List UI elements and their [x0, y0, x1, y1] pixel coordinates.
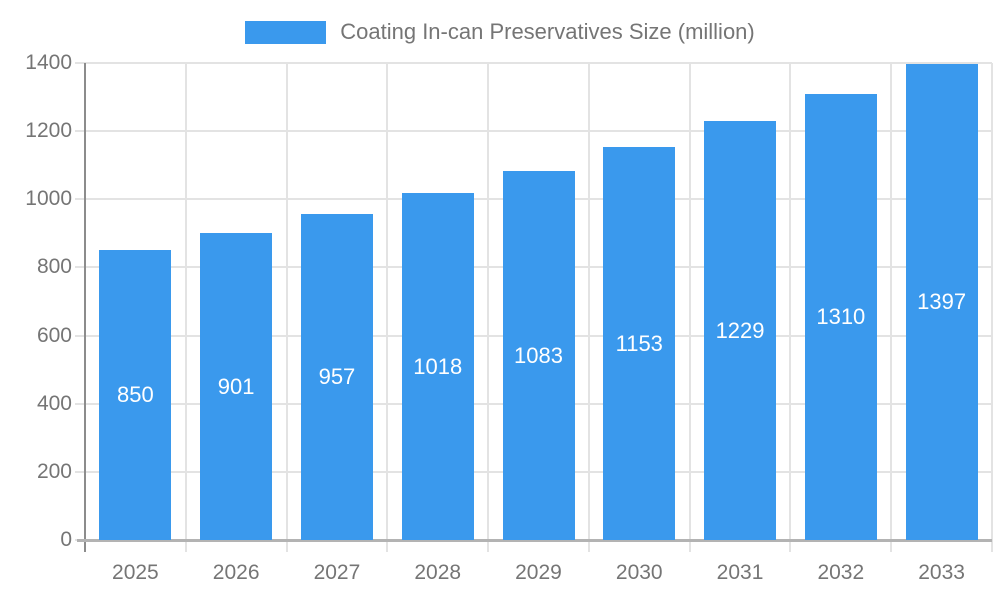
bar-2028[interactable]	[401, 193, 474, 540]
bar-value-label: 1229	[715, 317, 765, 343]
y-axis-tick-label: 400	[36, 391, 72, 415]
gridline-vertical	[285, 63, 288, 540]
y-axis-tick	[75, 198, 85, 201]
legend[interactable]: Coating In-can Preservatives Size (milli…	[0, 14, 1000, 50]
x-axis-tick	[184, 540, 187, 552]
x-axis-tick	[587, 540, 590, 552]
bar-2030[interactable]	[603, 147, 676, 540]
x-axis-line	[77, 539, 992, 542]
x-axis-tick-label: 2027	[313, 561, 361, 584]
y-axis-tick-label: 800	[36, 255, 72, 279]
y-axis-tick-label: 600	[36, 323, 72, 347]
x-axis-tick	[386, 540, 389, 552]
x-axis-tick	[789, 540, 792, 552]
y-axis-tick	[75, 334, 85, 337]
x-axis-tick-label: 2032	[817, 561, 865, 584]
x-axis-tick	[285, 540, 288, 552]
y-axis-tick-label: 1200	[25, 119, 72, 143]
bar-2025[interactable]	[99, 250, 172, 540]
bar-value-label: 957	[318, 363, 356, 389]
y-axis-tick	[75, 130, 85, 133]
gridline-vertical	[184, 63, 187, 540]
x-axis-tick-label: 2031	[716, 561, 764, 584]
x-axis-tick-label: 2028	[414, 561, 462, 584]
gridline-horizontal	[85, 62, 992, 64]
bar-value-label: 1397	[917, 289, 967, 314]
y-axis-tick-label: 1400	[25, 51, 72, 74]
gridline-horizontal	[85, 130, 992, 133]
bar-2027[interactable]	[300, 213, 373, 540]
x-axis-tick-label: 2033	[918, 561, 965, 584]
y-axis-tick-label: 1000	[25, 187, 72, 211]
gridline-vertical	[487, 63, 490, 540]
bar-value-label: 1310	[816, 303, 866, 329]
x-axis-tick-label: 2025	[112, 561, 159, 584]
bar-value-label: 1083	[514, 342, 563, 368]
x-axis-tick	[487, 540, 490, 552]
bar-2026[interactable]	[200, 233, 273, 540]
x-axis-tick-label: 2030	[615, 561, 663, 584]
y-axis-tick	[75, 62, 85, 64]
gridline-vertical	[890, 63, 893, 540]
x-axis-tick	[890, 540, 893, 552]
bar-value-label: 901	[217, 373, 255, 399]
bar-value-label: 1018	[413, 353, 463, 379]
bar-2029[interactable]	[502, 171, 575, 540]
bar-value-label: 850	[117, 382, 154, 408]
x-axis-tick-label: 2029	[515, 561, 562, 584]
y-axis-tick	[75, 402, 85, 405]
bar-2031[interactable]	[704, 121, 777, 540]
gridline-vertical	[789, 63, 792, 540]
gridline-vertical	[688, 63, 691, 540]
legend-swatch	[245, 20, 327, 44]
gridline-vertical	[386, 63, 389, 540]
y-axis-tick-label: 0	[60, 528, 72, 551]
gridline-vertical	[587, 63, 590, 540]
y-axis-tick	[75, 266, 85, 269]
gridline-vertical	[991, 63, 993, 540]
y-axis-tick	[75, 470, 85, 473]
bar-value-label: 1153	[615, 330, 663, 356]
bar-2032[interactable]	[804, 93, 877, 540]
x-axis-tick	[991, 540, 993, 552]
legend-label: Coating In-can Preservatives Size (milli…	[340, 19, 755, 44]
x-axis-tick-label: 2026	[212, 561, 260, 584]
y-axis-line	[84, 63, 86, 552]
x-axis-tick	[688, 540, 691, 552]
bar-2033[interactable]	[905, 64, 978, 540]
y-axis-tick-label: 200	[36, 459, 72, 483]
